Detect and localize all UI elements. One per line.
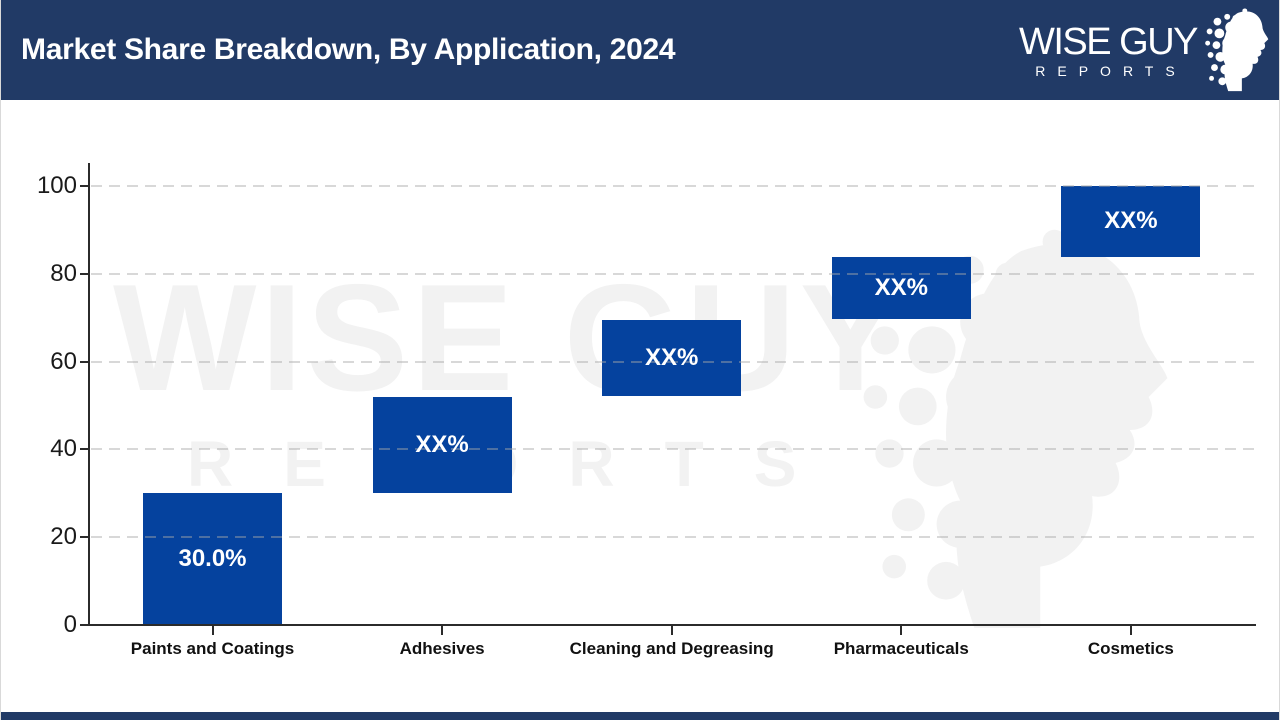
- bar-value-label: XX%: [874, 274, 928, 302]
- bar-value-label: XX%: [1104, 207, 1158, 235]
- gridline: [91, 536, 1256, 539]
- watermark-text-reports: REPORTS: [187, 428, 847, 500]
- bar-adhesives: [372, 397, 512, 494]
- gridline: [91, 185, 1256, 187]
- category-label: Cleaning and Degreasing: [569, 639, 774, 658]
- gridline: [91, 448, 1256, 451]
- logo-subtitle: REPORTS: [1035, 62, 1187, 79]
- header-bar: Market Share Breakdown, By Application, …: [1, 0, 1279, 100]
- footer-bar: [1, 712, 1279, 720]
- x-tick-mark: [900, 626, 903, 635]
- y-tick-label: 80: [50, 259, 77, 287]
- logo-wordmark: WISE GUY: [1018, 20, 1199, 63]
- bar-value-label: XX%: [415, 431, 469, 459]
- chart-title: Market Share Breakdown, By Application, …: [21, 33, 676, 66]
- wise-guy-logo: WISE GUY REPORTS: [1019, 6, 1273, 94]
- x-axis-line: [89, 624, 1256, 626]
- x-tick-mark: [1129, 626, 1132, 635]
- y-tick-label: 100: [36, 172, 77, 199]
- y-tick-mark: [80, 272, 89, 275]
- y-tick-label: 20: [50, 523, 77, 551]
- y-tick-mark: [80, 448, 89, 451]
- x-tick-mark: [441, 626, 444, 635]
- y-tick-mark: [80, 536, 89, 539]
- category-label: Paints and Coatings: [130, 639, 295, 658]
- watermark-text-wiseguy: WISE GUY: [113, 253, 906, 423]
- bar-cleaning-and-degreasing: [602, 320, 742, 396]
- y-axis-spine: [88, 163, 90, 626]
- gridline: [91, 272, 1256, 275]
- x-tick-mark: [670, 626, 673, 635]
- y-tick-mark: [80, 360, 89, 363]
- bar-pharmaceuticals: [831, 257, 971, 320]
- y-tick-mark: [80, 185, 89, 187]
- y-tick-label: 0: [63, 611, 77, 638]
- logo-head-icon: [1205, 8, 1269, 92]
- category-label: Adhesives: [399, 639, 485, 658]
- category-label: Cosmetics: [1087, 639, 1174, 658]
- bar-cosmetics: [1061, 186, 1201, 257]
- gridline: [91, 360, 1256, 363]
- y-tick-label: 40: [50, 435, 77, 463]
- bar-value-label: 30.0%: [178, 545, 247, 573]
- bar-paints-and-coatings: [143, 493, 282, 625]
- logo-text: WISE GUY REPORTS: [1018, 20, 1199, 79]
- y-tick-label: 60: [50, 347, 77, 375]
- x-tick-mark: [211, 626, 214, 635]
- category-label: Pharmaceuticals: [833, 639, 969, 658]
- watermark-head-icon: [863, 229, 1168, 628]
- bar-value-label: XX%: [645, 344, 699, 372]
- y-tick-mark: [80, 624, 89, 626]
